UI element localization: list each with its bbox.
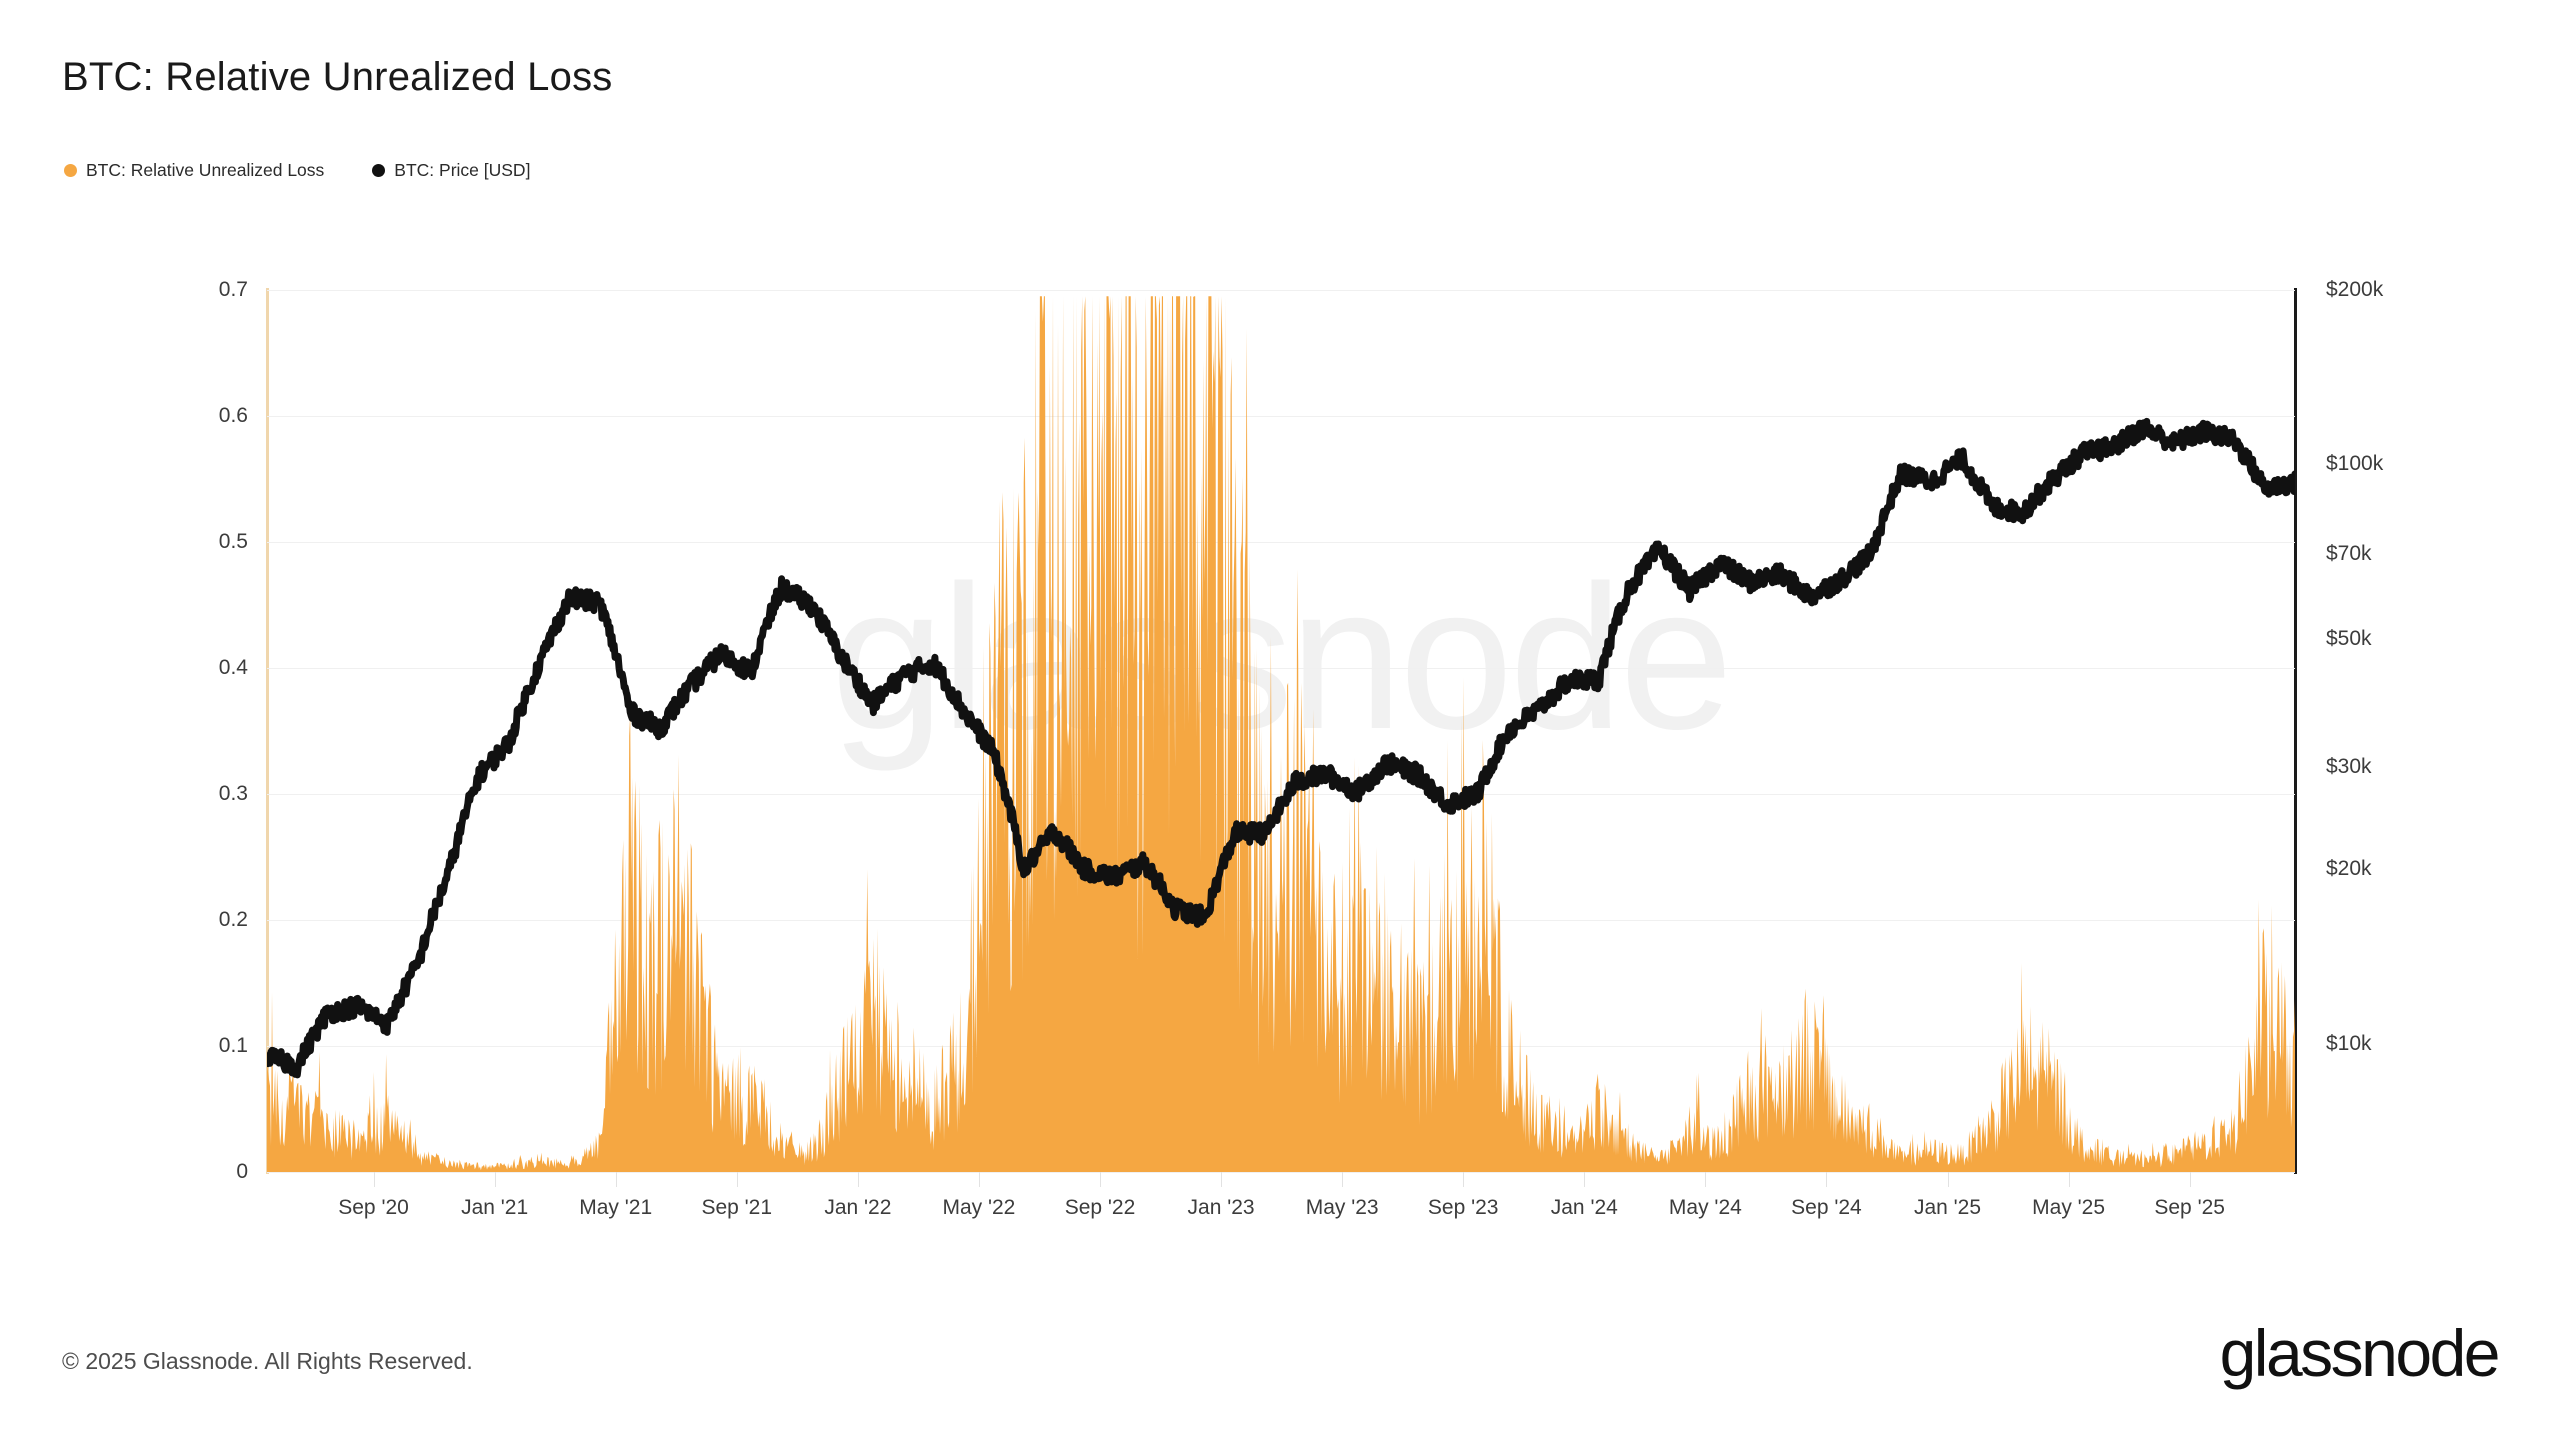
chart-series-svg bbox=[267, 296, 2295, 1172]
x-axis-tick-label: Sep '23 bbox=[1427, 1196, 1499, 1219]
y-axis-right-tick-label: $70k bbox=[2326, 542, 2372, 566]
x-axis-tick-label: Jan '22 bbox=[824, 1196, 892, 1219]
x-axis-tick-label: Sep '21 bbox=[701, 1196, 773, 1219]
gridline bbox=[267, 290, 2295, 291]
x-axis-tick-mark bbox=[1342, 1172, 1344, 1187]
y-axis-left-line bbox=[266, 288, 269, 1174]
x-axis-tick-mark bbox=[978, 1172, 980, 1187]
x-axis-tick-mark bbox=[1826, 1172, 1828, 1187]
x-axis-tick-mark bbox=[1221, 1172, 1223, 1187]
series-line-btc-price bbox=[267, 421, 2295, 1075]
series-area-relative-unrealized-loss bbox=[267, 296, 2295, 1172]
y-axis-right-tick-label: $10k bbox=[2326, 1031, 2372, 1055]
x-axis-tick-mark bbox=[1463, 1172, 1465, 1187]
x-axis-tick-label: May '24 bbox=[1668, 1196, 1742, 1219]
glassnode-logo: glassnode bbox=[2219, 1316, 2501, 1390]
x-axis-tick-mark bbox=[1947, 1172, 1949, 1187]
legend-label-relative-unrealized-loss: BTC: Relative Unrealized Loss bbox=[86, 160, 325, 180]
x-axis-tick-mark bbox=[1099, 1172, 1101, 1187]
y-axis-left-tick-label: 0.7 bbox=[218, 278, 248, 301]
x-axis-tick-mark bbox=[373, 1172, 375, 1187]
y-axis-right-tick-label: $50k bbox=[2326, 626, 2372, 650]
gridline bbox=[267, 1172, 2295, 1173]
legend-item-price[interactable]: BTC: Price [USD] bbox=[372, 160, 530, 181]
x-axis-tick-mark bbox=[2068, 1172, 2070, 1187]
gridline bbox=[267, 668, 2295, 669]
x-axis-tick-mark bbox=[1705, 1172, 1707, 1187]
x-axis-tick-mark bbox=[1584, 1172, 1586, 1187]
x-axis-tick-label: Sep '25 bbox=[2154, 1196, 2225, 1219]
footer-copyright: © 2025 Glassnode. All Rights Reserved. bbox=[62, 1348, 473, 1374]
legend-dot-black-icon bbox=[372, 164, 386, 177]
legend-dot-orange-icon bbox=[64, 164, 77, 177]
x-axis-tick-label: Jan '25 bbox=[1913, 1196, 1982, 1219]
y-axis-left-tick-label: 0.3 bbox=[218, 782, 248, 805]
gridline bbox=[267, 416, 2295, 417]
legend-label-price: BTC: Price [USD] bbox=[394, 160, 531, 180]
y-axis-left-tick-label: 0.1 bbox=[218, 1034, 248, 1057]
gridline bbox=[267, 542, 2295, 543]
legend-item-relative-unrealized-loss[interactable]: BTC: Relative Unrealized Loss bbox=[64, 160, 324, 181]
x-axis-tick-label: Jan '21 bbox=[461, 1196, 529, 1219]
plot-inner bbox=[267, 290, 2295, 1172]
x-axis-tick-label: Sep '22 bbox=[1064, 1196, 1136, 1219]
y-axis-right-tick-label: $20k bbox=[2326, 857, 2372, 881]
x-axis-tick-mark bbox=[494, 1172, 496, 1187]
y-axis-left-tick-label: 0.5 bbox=[218, 530, 248, 553]
y-axis-right-tick-label: $200k bbox=[2326, 278, 2384, 301]
plot-area bbox=[267, 290, 2295, 1172]
x-axis-tick-label: May '21 bbox=[579, 1196, 653, 1219]
y-axis-left-tick-label: 0 bbox=[236, 1160, 248, 1183]
y-axis-right-tick-label: $100k bbox=[2326, 452, 2384, 476]
y-axis-left-tick-label: 0.2 bbox=[218, 908, 248, 931]
x-axis-tick-label: Sep '20 bbox=[338, 1196, 409, 1219]
x-axis-tick-label: Jan '24 bbox=[1550, 1196, 1618, 1219]
x-axis-tick-mark bbox=[2189, 1172, 2191, 1187]
x-axis-tick-mark bbox=[857, 1172, 859, 1187]
chart-legend: BTC: Relative Unrealized Loss BTC: Price… bbox=[64, 160, 530, 181]
x-axis-tick-label: May '23 bbox=[1305, 1196, 1379, 1219]
x-axis-tick-label: Sep '24 bbox=[1791, 1196, 1862, 1219]
y-axis-right-tick-label: $30k bbox=[2326, 755, 2372, 779]
x-axis-tick-label: May '22 bbox=[942, 1196, 1016, 1219]
y-axis-right-line bbox=[2294, 288, 2297, 1174]
y-axis-left-tick-label: 0.4 bbox=[218, 656, 248, 679]
y-axis-left-tick-label: 0.6 bbox=[218, 404, 248, 427]
x-axis-tick-mark bbox=[615, 1172, 617, 1187]
x-axis-tick-mark bbox=[736, 1172, 738, 1187]
chart-title: BTC: Relative Unrealized Loss bbox=[62, 55, 613, 99]
x-axis-tick-label: Jan '23 bbox=[1187, 1196, 1255, 1219]
x-axis-tick-label: May '25 bbox=[2032, 1196, 2106, 1219]
